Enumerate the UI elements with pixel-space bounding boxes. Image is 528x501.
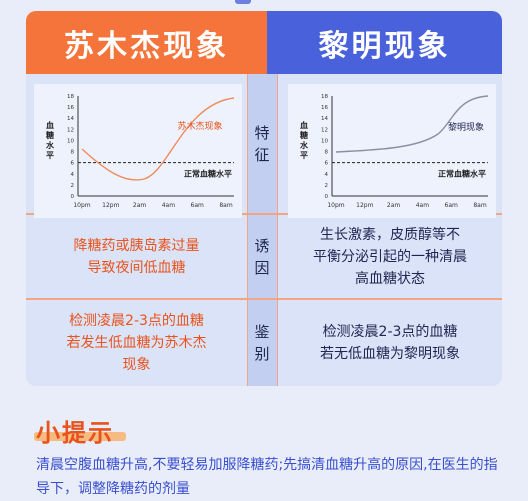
right-y-tick-label: 18 bbox=[321, 94, 328, 100]
right-y-tick-label: 16 bbox=[321, 105, 328, 111]
left-y-tick-label: 4 bbox=[71, 172, 75, 178]
right-y-tick-label: 8 bbox=[325, 150, 329, 156]
left-y-tick-label: 8 bbox=[71, 150, 75, 156]
left-y-tick-label: 2 bbox=[71, 183, 75, 189]
right-x-tick-label: 4am bbox=[416, 202, 429, 209]
right-x-tick-label: 6am bbox=[445, 202, 458, 209]
dawn-chart-svg: 18 16 14 12 10 8 6 4 2 0 血糖水平 10pm 12pm 2am 4am 6am 8am 正… bbox=[299, 94, 489, 209]
right-curve bbox=[335, 95, 489, 153]
dawn-cause: 生长激素，皮质醇等不 平衡分泌引起的一种清晨 高血糖状态 bbox=[278, 215, 502, 298]
right-y-tick-label: 0 bbox=[325, 194, 329, 200]
left-normal-label: 正常血糖水平 bbox=[184, 169, 232, 179]
divider bbox=[247, 74, 248, 386]
right-y-tick-label: 4 bbox=[325, 172, 329, 178]
somogyi-cause: 降糖药或胰岛素过量 导致夜间低血糖 bbox=[26, 215, 247, 298]
somogyi-identify-line-2: 若发生低血糖为苏木杰 bbox=[66, 335, 207, 351]
left-x-tick-label: 4am bbox=[162, 202, 175, 209]
cause-label-char-1: 诱 bbox=[254, 236, 270, 255]
header-dawn-title: 黎明现象 bbox=[318, 28, 451, 64]
right-y-axis-label: 血 bbox=[300, 120, 308, 130]
dawn-identify-line-2: 若无低血糖为黎明现象 bbox=[320, 346, 460, 362]
left-y-tick-label: 14 bbox=[67, 116, 74, 122]
dawn-chart: 18 16 14 12 10 8 6 4 2 0 血糖水平 10pm 12pm 2am 4am 6am 8am 正… bbox=[288, 84, 496, 218]
header-somogyi-title: 苏木杰现象 bbox=[64, 28, 229, 64]
header-somogyi: 苏木杰现象 bbox=[26, 11, 267, 74]
left-x-tick-label: 10pm bbox=[73, 202, 90, 209]
right-y-axis-label: 糖 bbox=[300, 130, 308, 140]
identify-label-char-2: 别 bbox=[254, 345, 270, 363]
somogyi-chart-svg: 18 16 14 12 10 8 6 4 2 0 血糖水平 10pm 12pm 2am 4am 6am 8am 正… bbox=[45, 94, 235, 209]
right-normal-label: 正常血糖水平 bbox=[438, 169, 486, 179]
dawn-identify-line-1: 检测凌晨2-3点的血糖 bbox=[322, 324, 458, 340]
dawn-cause-line-1: 生长激素，皮质醇等不 bbox=[320, 226, 460, 243]
left-y-tick-label: 18 bbox=[67, 94, 74, 100]
feature-label: 特 征 bbox=[247, 74, 277, 213]
divider bbox=[277, 74, 278, 386]
left-curve-label: 苏木杰现象 bbox=[177, 120, 222, 132]
feature-label-char-2: 征 bbox=[254, 145, 270, 164]
somogyi-identify-line-1: 检测凌晨2-3点的血糖 bbox=[69, 313, 204, 329]
right-curve-label: 黎明现象 bbox=[448, 121, 484, 133]
right-y-axis-label: 平 bbox=[300, 151, 308, 160]
left-y-axis-label: 平 bbox=[46, 151, 54, 160]
cause-label: 诱 因 bbox=[247, 215, 277, 298]
header-dawn: 黎明现象 bbox=[267, 11, 502, 74]
left-y-tick-label: 12 bbox=[67, 127, 74, 133]
left-y-tick-label: 6 bbox=[71, 161, 75, 167]
tip-title: 小提示 bbox=[36, 419, 114, 447]
label-column bbox=[247, 74, 277, 386]
left-y-tick-label: 10 bbox=[67, 138, 74, 144]
somogyi-identify-line-3: 现象 bbox=[122, 357, 151, 373]
right-y-tick-label: 12 bbox=[321, 127, 328, 133]
somogyi-cause-line-1: 降糖药或胰岛素过量 bbox=[73, 237, 200, 254]
right-y-tick-label: 10 bbox=[321, 138, 328, 144]
feature-label-char-1: 特 bbox=[254, 123, 270, 142]
left-y-axis-label: 血 bbox=[46, 120, 54, 130]
left-y-tick-label: 0 bbox=[71, 194, 75, 200]
right-y-tick-label: 6 bbox=[325, 161, 329, 167]
right-y-tick-label: 2 bbox=[325, 183, 329, 189]
right-y-axis-label: 水 bbox=[299, 140, 309, 150]
dawn-identify: 检测凌晨2-3点的血糖 若无低血糖为黎明现象 bbox=[278, 300, 502, 386]
left-y-tick-label: 16 bbox=[67, 105, 74, 111]
comparison-table: 18 16 14 12 10 8 6 4 2 0 血糖水平 10pm 12pm 2am 4am 6am 8am 正… bbox=[26, 74, 502, 386]
dawn-cause-line-3: 高血糖状态 bbox=[355, 270, 425, 287]
right-y-tick-label: 14 bbox=[321, 116, 328, 122]
left-x-tick-label: 6am bbox=[191, 202, 204, 209]
left-x-tick-label: 8am bbox=[219, 202, 232, 209]
right-x-tick-label: 10pm bbox=[327, 202, 344, 209]
left-x-tick-label: 2am bbox=[133, 202, 146, 209]
row-divider bbox=[26, 298, 502, 300]
somogyi-chart: 18 16 14 12 10 8 6 4 2 0 血糖水平 10pm 12pm 2am 4am 6am 8am 正… bbox=[34, 84, 242, 218]
top-decoration bbox=[235, 0, 251, 4]
left-y-axis-label: 水 bbox=[45, 140, 55, 150]
right-x-tick-label: 8am bbox=[473, 202, 486, 209]
dawn-cause-line-2: 平衡分泌引起的一种清晨 bbox=[313, 248, 467, 265]
identify-label: 鉴 别 bbox=[247, 300, 277, 386]
right-x-tick-label: 2am bbox=[387, 202, 400, 209]
left-x-tick-label: 12pm bbox=[102, 202, 119, 209]
somogyi-identify: 检测凌晨2-3点的血糖 若发生低血糖为苏木杰 现象 bbox=[26, 300, 247, 386]
somogyi-cause-line-2: 导致夜间低血糖 bbox=[87, 259, 186, 276]
right-x-tick-label: 12pm bbox=[356, 202, 373, 209]
row-divider bbox=[26, 213, 502, 215]
tip-title-highlight bbox=[34, 432, 126, 441]
identify-label-char-1: 鉴 bbox=[254, 323, 270, 341]
tip-body: 清晨空腹血糖升高,不要轻易加服降糖药;先搞清血糖升高的原因,在医生的指导下，调整… bbox=[36, 457, 498, 497]
left-curve bbox=[81, 97, 235, 181]
left-y-axis-label: 糖 bbox=[46, 130, 54, 140]
cause-label-char-2: 因 bbox=[254, 258, 270, 277]
